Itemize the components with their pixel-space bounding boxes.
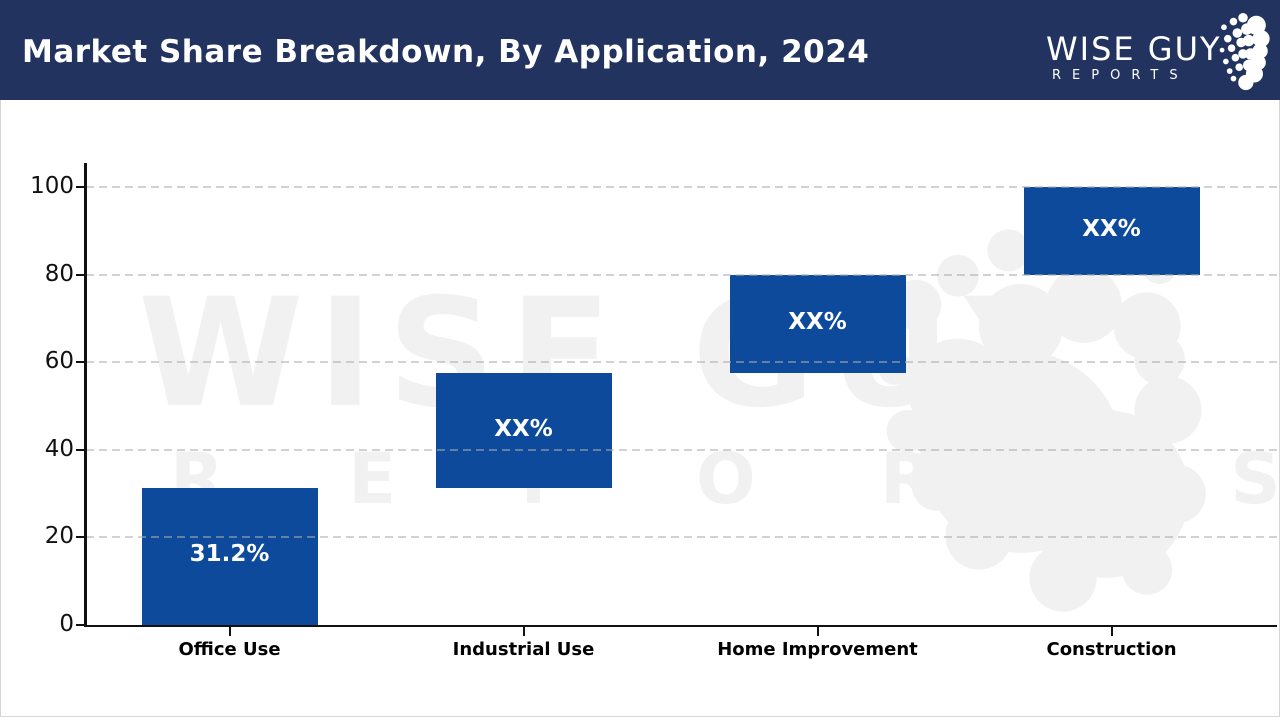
gridline-y-40 [86, 448, 1277, 451]
chart-title: Market Share Breakdown, By Application, … [22, 34, 870, 70]
x-tick-mark-industrial-use [522, 626, 525, 636]
y-tick-label-100: 100 [30, 173, 74, 199]
wise-guy-reports-logo: WISE GUY REPORTS [1040, 12, 1276, 94]
y-tick-mark-40 [76, 448, 85, 451]
x-category-label-industrial-use: Industrial Use [452, 638, 595, 660]
bar-value-label-home-improvement: XX% [788, 308, 847, 335]
bar-industrial-use [435, 373, 612, 488]
y-tick-mark-60 [76, 361, 85, 363]
y-tick-label-60: 60 [44, 348, 74, 374]
header-bar: Market Share Breakdown, By Application, … [0, 0, 1280, 100]
y-tick-mark-100 [76, 186, 85, 188]
x-tick-mark-home-improvement [816, 626, 819, 636]
gridline-y-20 [86, 536, 1277, 538]
y-tick-mark-80 [76, 273, 85, 276]
gridline-y-60 [86, 361, 1277, 363]
x-tick-mark-office-use [228, 626, 231, 636]
logo-wordmark: WISE GUY [1046, 30, 1222, 68]
x-axis-line [84, 624, 1277, 627]
bar-construction [1023, 187, 1200, 275]
y-tick-label-20: 20 [44, 523, 74, 549]
x-category-label-home-improvement: Home Improvement [717, 638, 918, 660]
x-category-label-construction: Construction [1046, 638, 1177, 660]
y-tick-label-80: 80 [44, 260, 74, 287]
x-category-label-office-use: Office Use [178, 638, 281, 660]
y-axis-line [84, 163, 87, 627]
y-tick-mark-20 [76, 536, 85, 538]
gridline-y-100 [86, 186, 1277, 188]
bar-value-label-industrial-use: XX% [494, 415, 553, 442]
bar-value-label-construction: XX% [1082, 215, 1141, 242]
x-tick-mark-construction [1110, 626, 1113, 636]
y-tick-label-0: 0 [59, 610, 74, 637]
bar-office-use [141, 488, 318, 625]
logo-reports-text: REPORTS [1052, 68, 1189, 83]
y-tick-label-40: 40 [44, 435, 74, 462]
bar-home-improvement [729, 274, 906, 374]
y-tick-mark-0 [76, 623, 85, 626]
bar-value-label-office-use: 31.2% [189, 541, 270, 568]
logo-face-icon [1219, 12, 1270, 91]
gridline-y-80 [86, 273, 1277, 276]
